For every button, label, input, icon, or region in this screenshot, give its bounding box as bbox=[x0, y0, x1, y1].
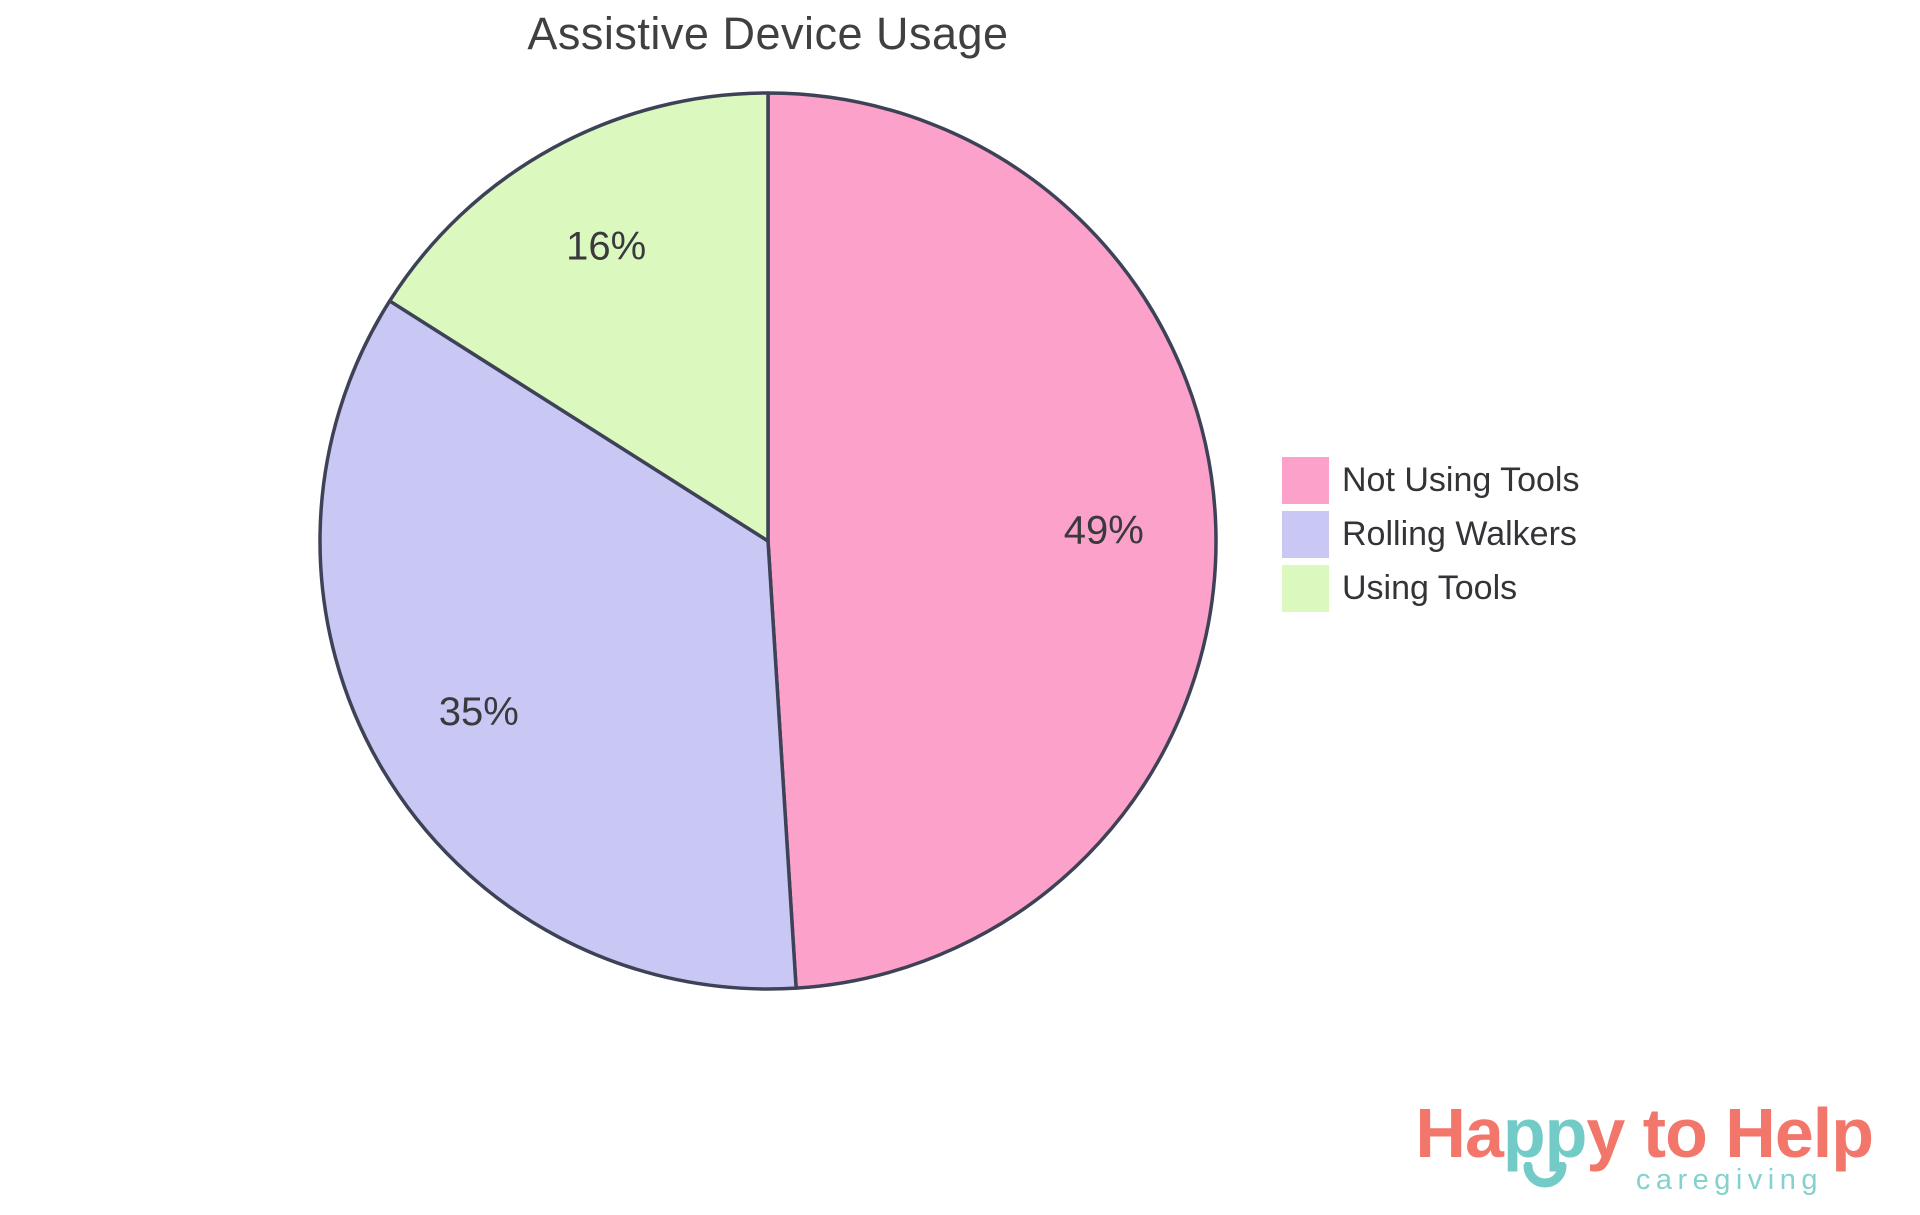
pie-slice-label: 35% bbox=[439, 690, 519, 734]
logo-wordmark: Happ y to Help bbox=[1415, 1098, 1874, 1188]
logo-happy-to-help: Happ y to Help caregiving bbox=[1415, 1098, 1874, 1197]
logo-text-y: y bbox=[1586, 1094, 1625, 1172]
logo-text-rest: to Help bbox=[1624, 1094, 1874, 1172]
legend-item-rolling-walkers[interactable]: Rolling Walkers bbox=[1282, 511, 1580, 558]
pie-slice-label: 49% bbox=[1064, 508, 1144, 552]
logo-text-pp: pp bbox=[1503, 1098, 1587, 1188]
smile-icon bbox=[1523, 1162, 1567, 1188]
pie-slice-rolling-walkers[interactable] bbox=[318, 299, 798, 991]
legend: Not Using Tools Rolling Walkers Using To… bbox=[1282, 457, 1580, 619]
chart-title: Assistive Device Usage bbox=[527, 8, 1009, 59]
legend-swatch-icon bbox=[1282, 511, 1329, 558]
legend-label: Using Tools bbox=[1342, 569, 1518, 607]
logo-text-ha: Ha bbox=[1415, 1094, 1503, 1172]
legend-item-not-using-tools[interactable]: Not Using Tools bbox=[1282, 457, 1580, 504]
logo-subtitle: caregiving bbox=[1635, 1164, 1823, 1196]
legend-swatch-icon bbox=[1282, 457, 1329, 504]
pie-slice-using-tools[interactable] bbox=[387, 91, 770, 543]
pie-slice-label: 16% bbox=[566, 225, 646, 269]
legend-label: Rolling Walkers bbox=[1342, 515, 1577, 553]
pie-slice-not-using-tools[interactable] bbox=[766, 91, 1218, 990]
legend-label: Not Using Tools bbox=[1342, 461, 1580, 499]
legend-item-using-tools[interactable]: Using Tools bbox=[1282, 565, 1580, 612]
legend-swatch-icon bbox=[1282, 565, 1329, 612]
